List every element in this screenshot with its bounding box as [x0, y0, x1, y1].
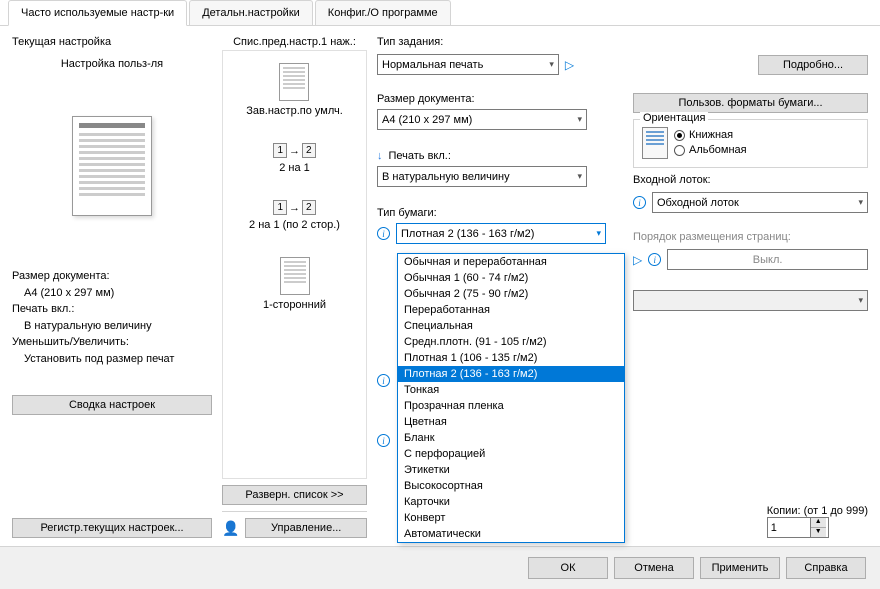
tab-common[interactable]: Часто используемые настр-ки: [8, 0, 187, 26]
orientation-group: Ориентация Книжная Альбомная: [633, 119, 868, 168]
doc-size-select[interactable]: A4 (210 x 297 мм)▾: [377, 109, 587, 130]
input-tray-label: Входной лоток:: [633, 174, 868, 186]
print-on-select[interactable]: В натуральную величину▾: [377, 166, 587, 187]
user-setting-label: Настройка польз-ля: [12, 58, 212, 70]
paper-type-option[interactable]: Тонкая: [398, 382, 624, 398]
dialog-footer: ОК Отмена Применить Справка: [0, 546, 880, 589]
details-button[interactable]: Подробно...: [758, 55, 868, 75]
custom-paper-button[interactable]: Пользов. форматы бумаги...: [633, 93, 868, 113]
apply-button[interactable]: Применить: [700, 557, 780, 579]
paper-type-option[interactable]: Цветная: [398, 414, 624, 430]
settings-summary-button[interactable]: Сводка настроек: [12, 395, 212, 415]
print-on-label: Печать вкл.:: [389, 150, 451, 162]
current-settings-panel: Текущая настройка Настройка польз-ля Раз…: [12, 36, 212, 538]
info-icon[interactable]: i: [377, 374, 390, 387]
paper-type-option[interactable]: Обычная 1 (60 - 74 г/м2): [398, 270, 624, 286]
settings-summary-text: Размер документа: A4 (210 x 297 мм) Печа…: [12, 268, 212, 367]
copies-label: Копии: (от 1 до 999): [767, 505, 868, 517]
paper-type-label: Тип бумаги:: [377, 207, 621, 219]
copies-input[interactable]: [768, 518, 810, 537]
register-settings-button[interactable]: Регистр.текущих настроек...: [12, 518, 212, 538]
paper-type-option[interactable]: Высокосортная: [398, 478, 624, 494]
paper-type-option[interactable]: Обычная 2 (75 - 90 г/м2): [398, 286, 624, 302]
help-button[interactable]: Справка: [786, 557, 866, 579]
paper-type-option[interactable]: Обычная и переработанная: [398, 254, 624, 270]
paper-type-option[interactable]: Этикетки: [398, 462, 624, 478]
info-icon[interactable]: i: [377, 227, 390, 240]
orientation-preview-icon: [642, 127, 668, 159]
current-settings-title: Текущая настройка: [12, 36, 212, 48]
info-icon[interactable]: i: [633, 196, 646, 209]
play-icon[interactable]: ▷: [565, 58, 574, 72]
preset-default[interactable]: Зав.настр.по умлч.: [246, 63, 343, 117]
page-order-select[interactable]: Выкл.: [667, 249, 868, 270]
paper-type-option[interactable]: Прозрачная пленка: [398, 398, 624, 414]
paper-type-option[interactable]: Автоматически: [398, 526, 624, 542]
ok-button[interactable]: ОК: [528, 557, 608, 579]
paper-type-dropdown[interactable]: Обычная и переработаннаяОбычная 1 (60 - …: [397, 253, 625, 543]
cancel-button[interactable]: Отмена: [614, 557, 694, 579]
page-preview: [12, 76, 212, 256]
paper-type-option[interactable]: Бланк: [398, 430, 624, 446]
preset-2on1-duplex[interactable]: 1→2 2 на 1 (по 2 стор.): [249, 200, 340, 231]
presets-panel: Спис.пред.настр.1 наж.: Зав.настр.по умл…: [222, 36, 367, 538]
tab-bar: Часто используемые настр-ки Детальн.наст…: [0, 0, 880, 26]
orientation-portrait-radio[interactable]: Книжная: [674, 129, 747, 141]
spin-up[interactable]: ▲: [811, 518, 826, 528]
paper-type-option[interactable]: Средн.плотн. (91 - 105 г/м2): [398, 334, 624, 350]
job-type-label: Тип задания:: [377, 36, 868, 48]
copies-spinner[interactable]: ▲▼: [767, 517, 829, 538]
expand-list-button[interactable]: Разверн. список >>: [222, 485, 367, 505]
manage-button[interactable]: Управление...: [245, 518, 367, 538]
job-type-select[interactable]: Нормальная печать▾: [377, 54, 559, 75]
preset-1sided[interactable]: 1-сторонний: [263, 257, 326, 311]
presets-title: Спис.пред.настр.1 наж.:: [233, 36, 356, 48]
spin-down[interactable]: ▼: [811, 528, 826, 537]
info-icon[interactable]: i: [377, 434, 390, 447]
input-tray-select[interactable]: Обходной лоток▾: [652, 192, 868, 213]
tab-config[interactable]: Конфиг./О программе: [315, 0, 451, 25]
paper-type-option[interactable]: Конверт: [398, 510, 624, 526]
play-icon[interactable]: ▷: [633, 253, 642, 267]
doc-size-label: Размер документа:: [377, 93, 621, 105]
user-icon: 👤: [222, 520, 239, 537]
paper-type-option[interactable]: Плотная 1 (106 - 135 г/м2): [398, 350, 624, 366]
preset-2on1[interactable]: 1→2 2 на 1: [273, 143, 315, 174]
paper-type-option[interactable]: С перфорацией: [398, 446, 624, 462]
main-settings-panel: Тип задания: Нормальная печать▾ ▷ Подроб…: [377, 36, 868, 538]
tab-detailed[interactable]: Детальн.настройки: [189, 0, 313, 25]
page-order-label: Порядок размещения страниц:: [633, 231, 868, 243]
paper-type-option[interactable]: Специальная: [398, 318, 624, 334]
paper-type-option[interactable]: Переработанная: [398, 302, 624, 318]
paper-type-option[interactable]: Плотная 2 (136 - 163 г/м2): [398, 366, 624, 382]
orientation-landscape-radio[interactable]: Альбомная: [674, 144, 747, 156]
paper-type-select[interactable]: Плотная 2 (136 - 163 г/м2)▾: [396, 223, 606, 244]
extra-select[interactable]: ▾: [633, 290, 868, 311]
paper-type-option[interactable]: Карточки: [398, 494, 624, 510]
info-icon[interactable]: i: [648, 253, 661, 266]
